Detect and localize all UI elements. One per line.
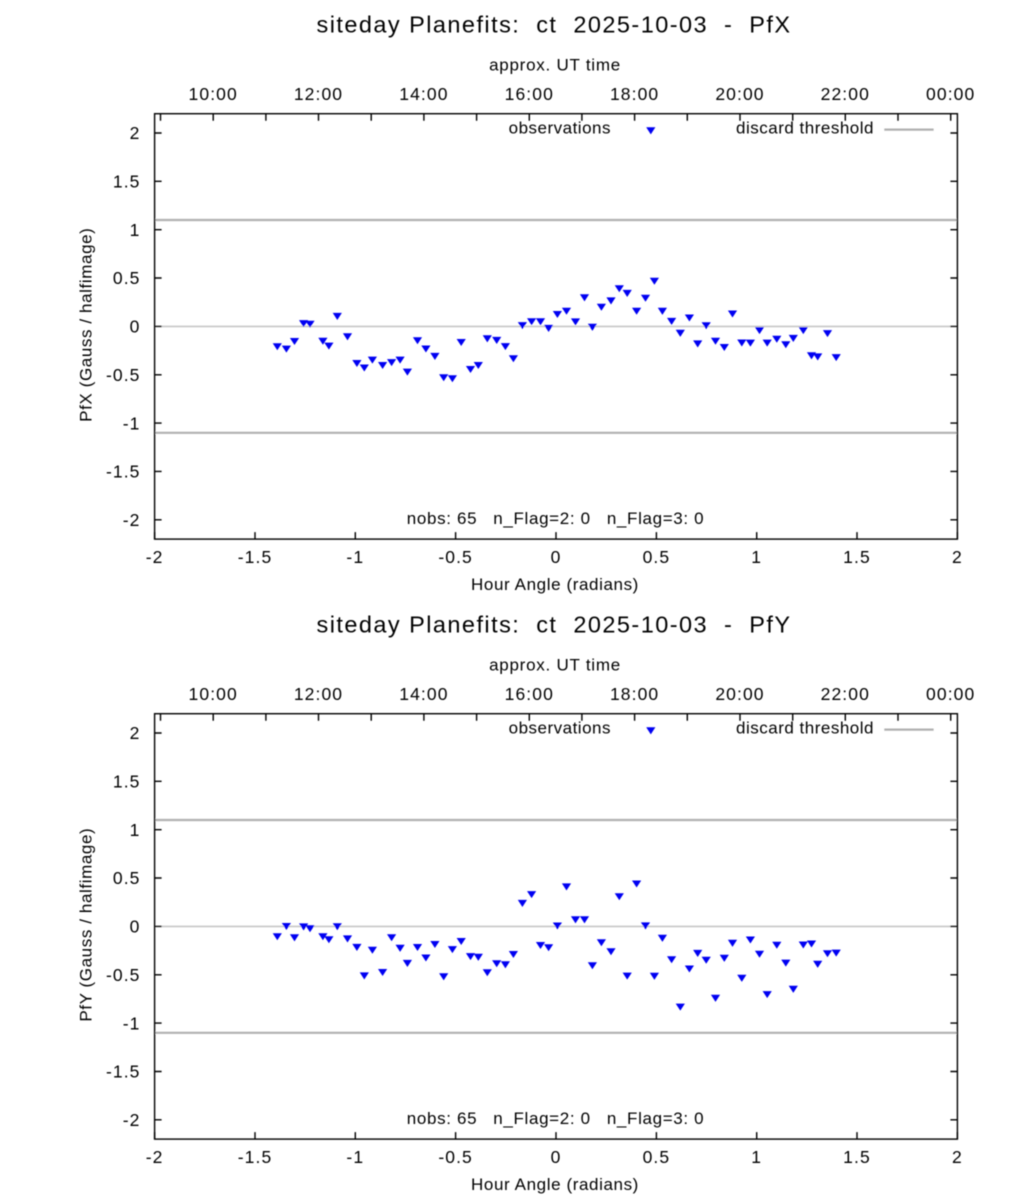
svg-text:14:00: 14:00	[399, 684, 448, 704]
svg-text:1: 1	[130, 820, 141, 840]
svg-text:-1.5: -1.5	[106, 462, 141, 482]
svg-text:1.5: 1.5	[843, 1147, 871, 1167]
svg-text:20:00: 20:00	[715, 684, 764, 704]
svg-text:1: 1	[751, 547, 762, 567]
svg-text:nobs: 65 n_Flag=2: 0 n_Fla: nobs: 65 n_Flag=2: 0 n_Flag=3: 0	[407, 1109, 704, 1128]
svg-text:-0.5: -0.5	[438, 547, 473, 567]
svg-text:0.5: 0.5	[113, 268, 141, 288]
svg-text:10:00: 10:00	[189, 684, 238, 704]
svg-text:2: 2	[130, 723, 141, 743]
svg-text:0: 0	[551, 1147, 562, 1167]
svg-text:approx. UT time: approx. UT time	[489, 56, 621, 75]
svg-text:10:00: 10:00	[189, 84, 238, 104]
svg-text:discard threshold: discard threshold	[736, 119, 874, 138]
svg-text:-1.5: -1.5	[238, 1147, 273, 1167]
svg-text:-2: -2	[123, 1110, 141, 1130]
svg-text:discard threshold: discard threshold	[736, 719, 874, 738]
svg-text:2: 2	[952, 1147, 963, 1167]
svg-text:-0.5: -0.5	[106, 965, 141, 985]
svg-text:0.5: 0.5	[643, 1147, 671, 1167]
svg-text:-0.5: -0.5	[438, 1147, 473, 1167]
svg-text:0.5: 0.5	[113, 868, 141, 888]
svg-text:1.5: 1.5	[113, 772, 141, 792]
svg-text:siteday Planefits: ct 2025-1: siteday Planefits: ct 2025-10-03 - PfX	[317, 12, 792, 38]
svg-text:1: 1	[130, 220, 141, 240]
svg-text:22:00: 22:00	[821, 84, 870, 104]
svg-text:00:00: 00:00	[926, 84, 975, 104]
svg-text:-2: -2	[146, 547, 164, 567]
svg-text:12:00: 12:00	[294, 684, 343, 704]
svg-text:12:00: 12:00	[294, 84, 343, 104]
svg-text:20:00: 20:00	[715, 84, 764, 104]
svg-text:-1: -1	[346, 547, 364, 567]
svg-text:-2: -2	[146, 1147, 164, 1167]
svg-text:0: 0	[130, 917, 141, 937]
svg-text:observations: observations	[509, 119, 611, 138]
svg-text:-1.5: -1.5	[238, 547, 273, 567]
svg-text:0: 0	[551, 547, 562, 567]
svg-text:siteday Planefits: ct 2025-1: siteday Planefits: ct 2025-10-03 - PfY	[317, 612, 792, 638]
svg-text:Hour Angle (radians): Hour Angle (radians)	[471, 1175, 639, 1194]
svg-text:PfX (Gauss / halfimage): PfX (Gauss / halfimage)	[77, 228, 96, 422]
svg-text:14:00: 14:00	[399, 84, 448, 104]
svg-text:-1.5: -1.5	[106, 1062, 141, 1082]
svg-text:nobs: 65 n_Flag=2: 0 n_Fla: nobs: 65 n_Flag=2: 0 n_Flag=3: 0	[407, 509, 704, 528]
svg-text:2: 2	[130, 123, 141, 143]
svg-text:16:00: 16:00	[505, 84, 554, 104]
svg-text:0.5: 0.5	[643, 547, 671, 567]
svg-text:-1: -1	[123, 413, 141, 433]
svg-text:18:00: 18:00	[610, 84, 659, 104]
svg-text:-1: -1	[123, 1013, 141, 1033]
svg-text:Hour Angle (radians): Hour Angle (radians)	[471, 575, 639, 594]
svg-text:-2: -2	[123, 510, 141, 530]
svg-text:1: 1	[751, 1147, 762, 1167]
svg-text:1.5: 1.5	[843, 547, 871, 567]
svg-text:approx. UT time: approx. UT time	[489, 656, 621, 675]
svg-text:-0.5: -0.5	[106, 365, 141, 385]
svg-text:2: 2	[952, 547, 963, 567]
svg-text:observations: observations	[509, 719, 611, 738]
svg-text:-1: -1	[346, 1147, 364, 1167]
svg-text:1.5: 1.5	[113, 172, 141, 192]
svg-text:PfY (Gauss / halfimage): PfY (Gauss / halfimage)	[77, 828, 96, 1022]
svg-text:0: 0	[130, 317, 141, 337]
svg-text:18:00: 18:00	[610, 684, 659, 704]
svg-text:16:00: 16:00	[505, 684, 554, 704]
svg-text:22:00: 22:00	[821, 684, 870, 704]
svg-text:00:00: 00:00	[926, 684, 975, 704]
